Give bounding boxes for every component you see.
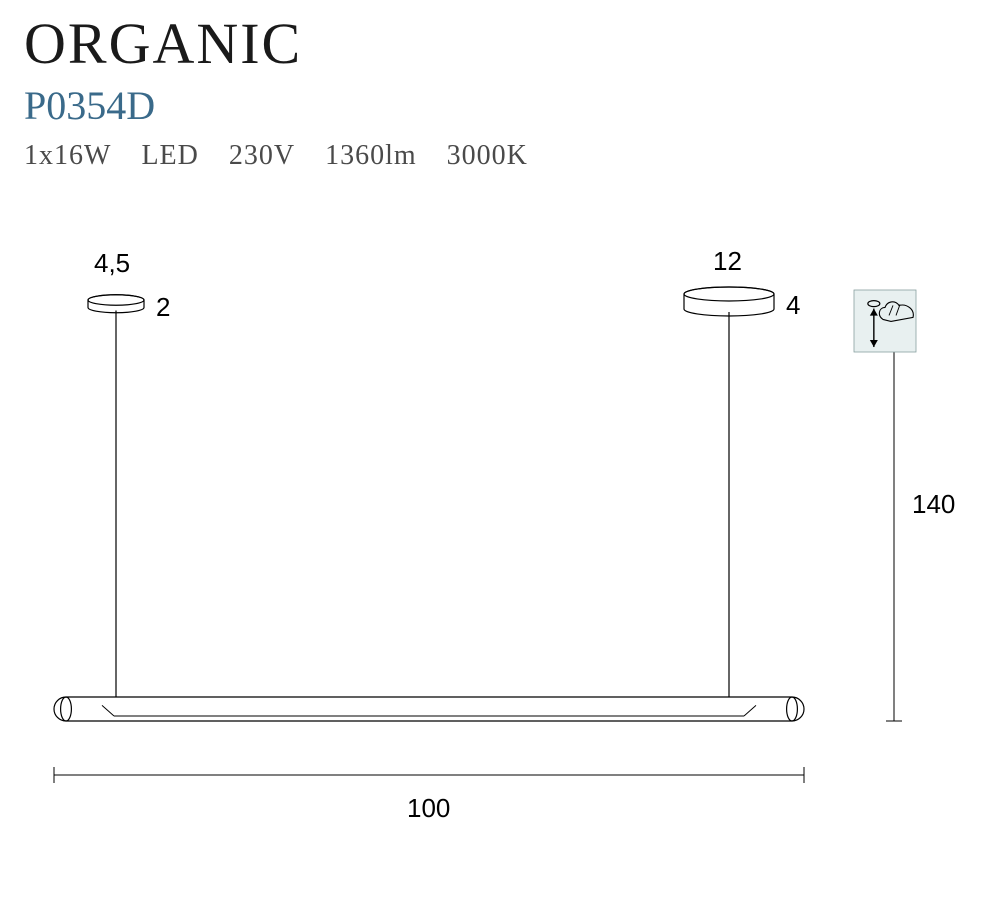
dim-small-width: 4,5 <box>94 248 130 279</box>
spec-voltage: 230V <box>229 140 295 171</box>
spec-cct: 3000K <box>447 140 528 171</box>
dim-large-height: 4 <box>786 290 800 321</box>
technical-diagram: 4,5 2 12 4 140 100 <box>24 230 968 890</box>
spec-lumen: 1360lm <box>325 140 417 171</box>
dim-width: 100 <box>407 793 450 824</box>
product-spec-page: ORGANIC P0354D 1x16W LED 230V 1360lm 300… <box>0 0 992 904</box>
product-model: P0354D <box>24 82 155 129</box>
dim-large-width: 12 <box>713 246 742 277</box>
dim-small-height: 2 <box>156 292 170 323</box>
spec-power: 1x16W <box>24 140 111 171</box>
spec-source: LED <box>141 140 198 171</box>
product-title: ORGANIC <box>24 10 302 77</box>
product-specs: 1x16W LED 230V 1360lm 3000K <box>24 140 550 172</box>
dim-drop: 140 <box>912 489 955 520</box>
diagram-svg <box>24 230 968 890</box>
